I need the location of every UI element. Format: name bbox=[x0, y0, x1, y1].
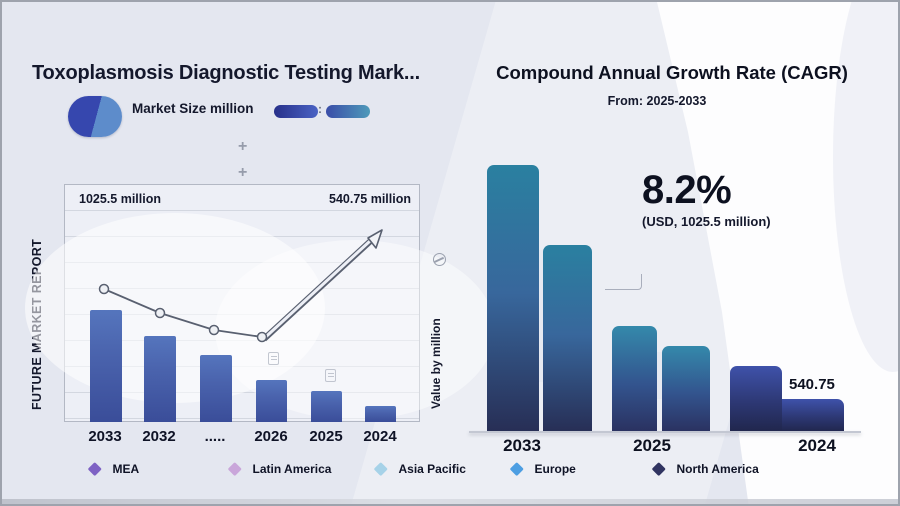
bar-2024 bbox=[365, 406, 396, 422]
annotation-end-value: 540.75 million bbox=[329, 192, 411, 206]
ratio-pill-right-icon bbox=[326, 105, 370, 118]
cagr-value: 8.2% bbox=[642, 168, 732, 212]
left-chart-bars bbox=[65, 185, 419, 422]
cagr-subtitle: From: 2025-2033 bbox=[607, 94, 707, 108]
bar-2026 bbox=[256, 380, 287, 422]
cagr-context: (USD, 1025.5 million) bbox=[642, 214, 771, 229]
cagr-x-label-2033: 2033 bbox=[503, 436, 541, 455]
x-label-2024: 2024 bbox=[363, 428, 397, 445]
left-chart-title: Toxoplasmosis Diagnostic Testing Mark... bbox=[32, 62, 421, 84]
legend-label: MEA bbox=[112, 462, 140, 476]
x-label-2032: 2032 bbox=[142, 428, 176, 445]
legend-diamond-icon bbox=[228, 462, 242, 476]
ratio-pill-left-icon bbox=[274, 105, 318, 118]
cagr-title: Compound Annual Growth Rate (CAGR) bbox=[496, 62, 848, 83]
region-legend: MEA Latin America Asia Pacific Europe North … bbox=[2, 462, 898, 484]
left-chart-panel: 1025.5 million 540.75 million bbox=[25, 184, 495, 422]
cagr-bar-2033-2 bbox=[543, 245, 592, 432]
cagr-bar-2025-2 bbox=[662, 346, 710, 432]
legend-item-north-america: North America bbox=[652, 462, 759, 476]
data-label-540: 540.75 bbox=[789, 376, 835, 393]
minus-circle-icon bbox=[433, 253, 446, 266]
cagr-bar-2024-2 bbox=[782, 399, 844, 432]
legend-item-mea: MEA bbox=[88, 462, 140, 476]
legend-diamond-icon bbox=[510, 462, 524, 476]
faint-document-icon bbox=[325, 369, 336, 382]
bar-..... bbox=[200, 355, 232, 422]
plus-icon: + bbox=[238, 138, 248, 155]
series-label: Market Size million bbox=[132, 101, 254, 116]
legend-label: Latin America bbox=[252, 462, 332, 476]
cagr-x-label-2025: 2025 bbox=[633, 436, 671, 455]
legend-label: Europe bbox=[534, 462, 576, 476]
faint-document-icon bbox=[268, 352, 279, 365]
plus-icon: + bbox=[238, 164, 248, 181]
legend-label: North America bbox=[676, 462, 759, 476]
bottom-edge-shadow bbox=[2, 499, 898, 504]
market-size-pill-icon bbox=[68, 96, 122, 137]
bar-2025 bbox=[311, 391, 342, 422]
decorative-corner-bracket bbox=[605, 274, 642, 290]
legend-diamond-icon bbox=[88, 462, 102, 476]
legend-label: Asia Pacific bbox=[398, 462, 466, 476]
right-chart-baseline bbox=[469, 431, 861, 433]
bar-2032 bbox=[144, 336, 176, 422]
cagr-bar-2025-1 bbox=[612, 326, 657, 432]
annotation-start-value: 1025.5 million bbox=[79, 192, 161, 206]
legend-item-asia-pacific: Asia Pacific bbox=[374, 462, 466, 476]
x-label-2026: 2026 bbox=[254, 428, 288, 445]
legend-item-europe: Europe bbox=[510, 462, 576, 476]
x-label-.....: ..... bbox=[204, 428, 226, 445]
left-chart-x-axis: 2033 2032..... 2026 2025 2024 bbox=[64, 428, 420, 448]
cagr-x-label-2024: 2024 bbox=[798, 436, 836, 455]
ratio-colon: : bbox=[318, 102, 322, 116]
bar-gap bbox=[657, 352, 662, 399]
legend-diamond-icon bbox=[652, 462, 666, 476]
x-label-2033: 2033 bbox=[88, 428, 122, 445]
bar-gap bbox=[539, 250, 543, 382]
cagr-bar-2033-1 bbox=[487, 165, 539, 432]
legend-item-latin-america: Latin America bbox=[228, 462, 332, 476]
cagr-bar-2024-1 bbox=[730, 366, 782, 432]
legend-diamond-icon bbox=[374, 462, 388, 476]
x-label-2025: 2025 bbox=[309, 428, 343, 445]
